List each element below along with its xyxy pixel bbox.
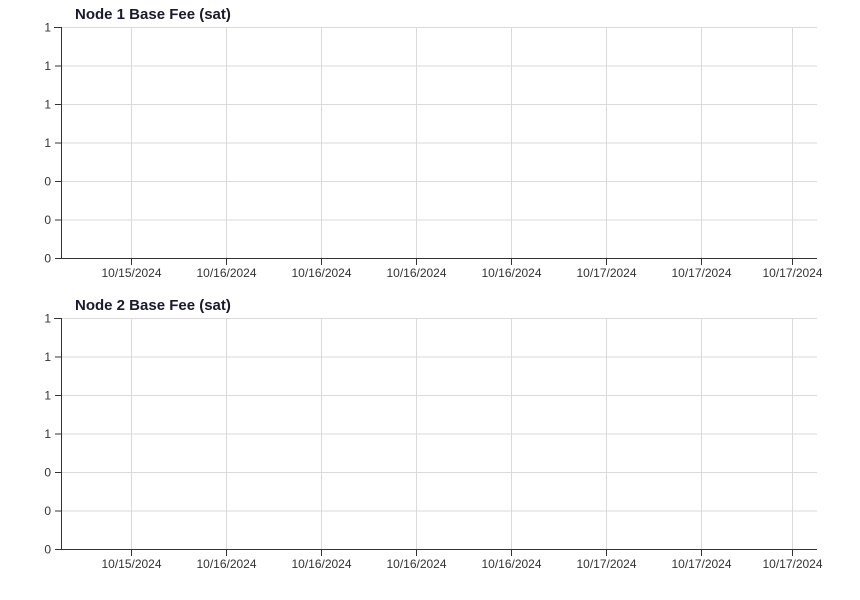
svg-text:1: 1 — [44, 427, 51, 441]
svg-text:0: 0 — [44, 466, 51, 480]
svg-text:0: 0 — [44, 543, 51, 557]
svg-text:1: 1 — [44, 59, 51, 73]
svg-text:10/16/2024: 10/16/2024 — [481, 266, 541, 280]
svg-text:1: 1 — [44, 389, 51, 403]
svg-text:10/15/2024: 10/15/2024 — [101, 557, 161, 571]
svg-text:10/16/2024: 10/16/2024 — [481, 557, 541, 571]
svg-text:1: 1 — [44, 136, 51, 150]
svg-text:10/16/2024: 10/16/2024 — [291, 557, 351, 571]
svg-text:10/16/2024: 10/16/2024 — [291, 266, 351, 280]
svg-text:1: 1 — [44, 21, 51, 35]
svg-text:10/16/2024: 10/16/2024 — [196, 557, 256, 571]
svg-text:1: 1 — [44, 98, 51, 112]
svg-text:10/16/2024: 10/16/2024 — [386, 266, 446, 280]
svg-text:10/17/2024: 10/17/2024 — [762, 266, 822, 280]
svg-text:10/17/2024: 10/17/2024 — [671, 557, 731, 571]
svg-text:1: 1 — [44, 312, 51, 326]
svg-text:10/17/2024: 10/17/2024 — [671, 266, 731, 280]
svg-text:1: 1 — [44, 350, 51, 364]
svg-text:10/17/2024: 10/17/2024 — [762, 557, 822, 571]
svg-text:0: 0 — [44, 252, 51, 266]
svg-text:0: 0 — [44, 213, 51, 227]
svg-text:0: 0 — [44, 504, 51, 518]
svg-text:10/16/2024: 10/16/2024 — [386, 557, 446, 571]
svg-text:10/16/2024: 10/16/2024 — [196, 266, 256, 280]
svg-text:0: 0 — [44, 175, 51, 189]
svg-text:10/17/2024: 10/17/2024 — [576, 266, 636, 280]
svg-text:10/15/2024: 10/15/2024 — [101, 266, 161, 280]
svg-text:10/17/2024: 10/17/2024 — [576, 557, 636, 571]
